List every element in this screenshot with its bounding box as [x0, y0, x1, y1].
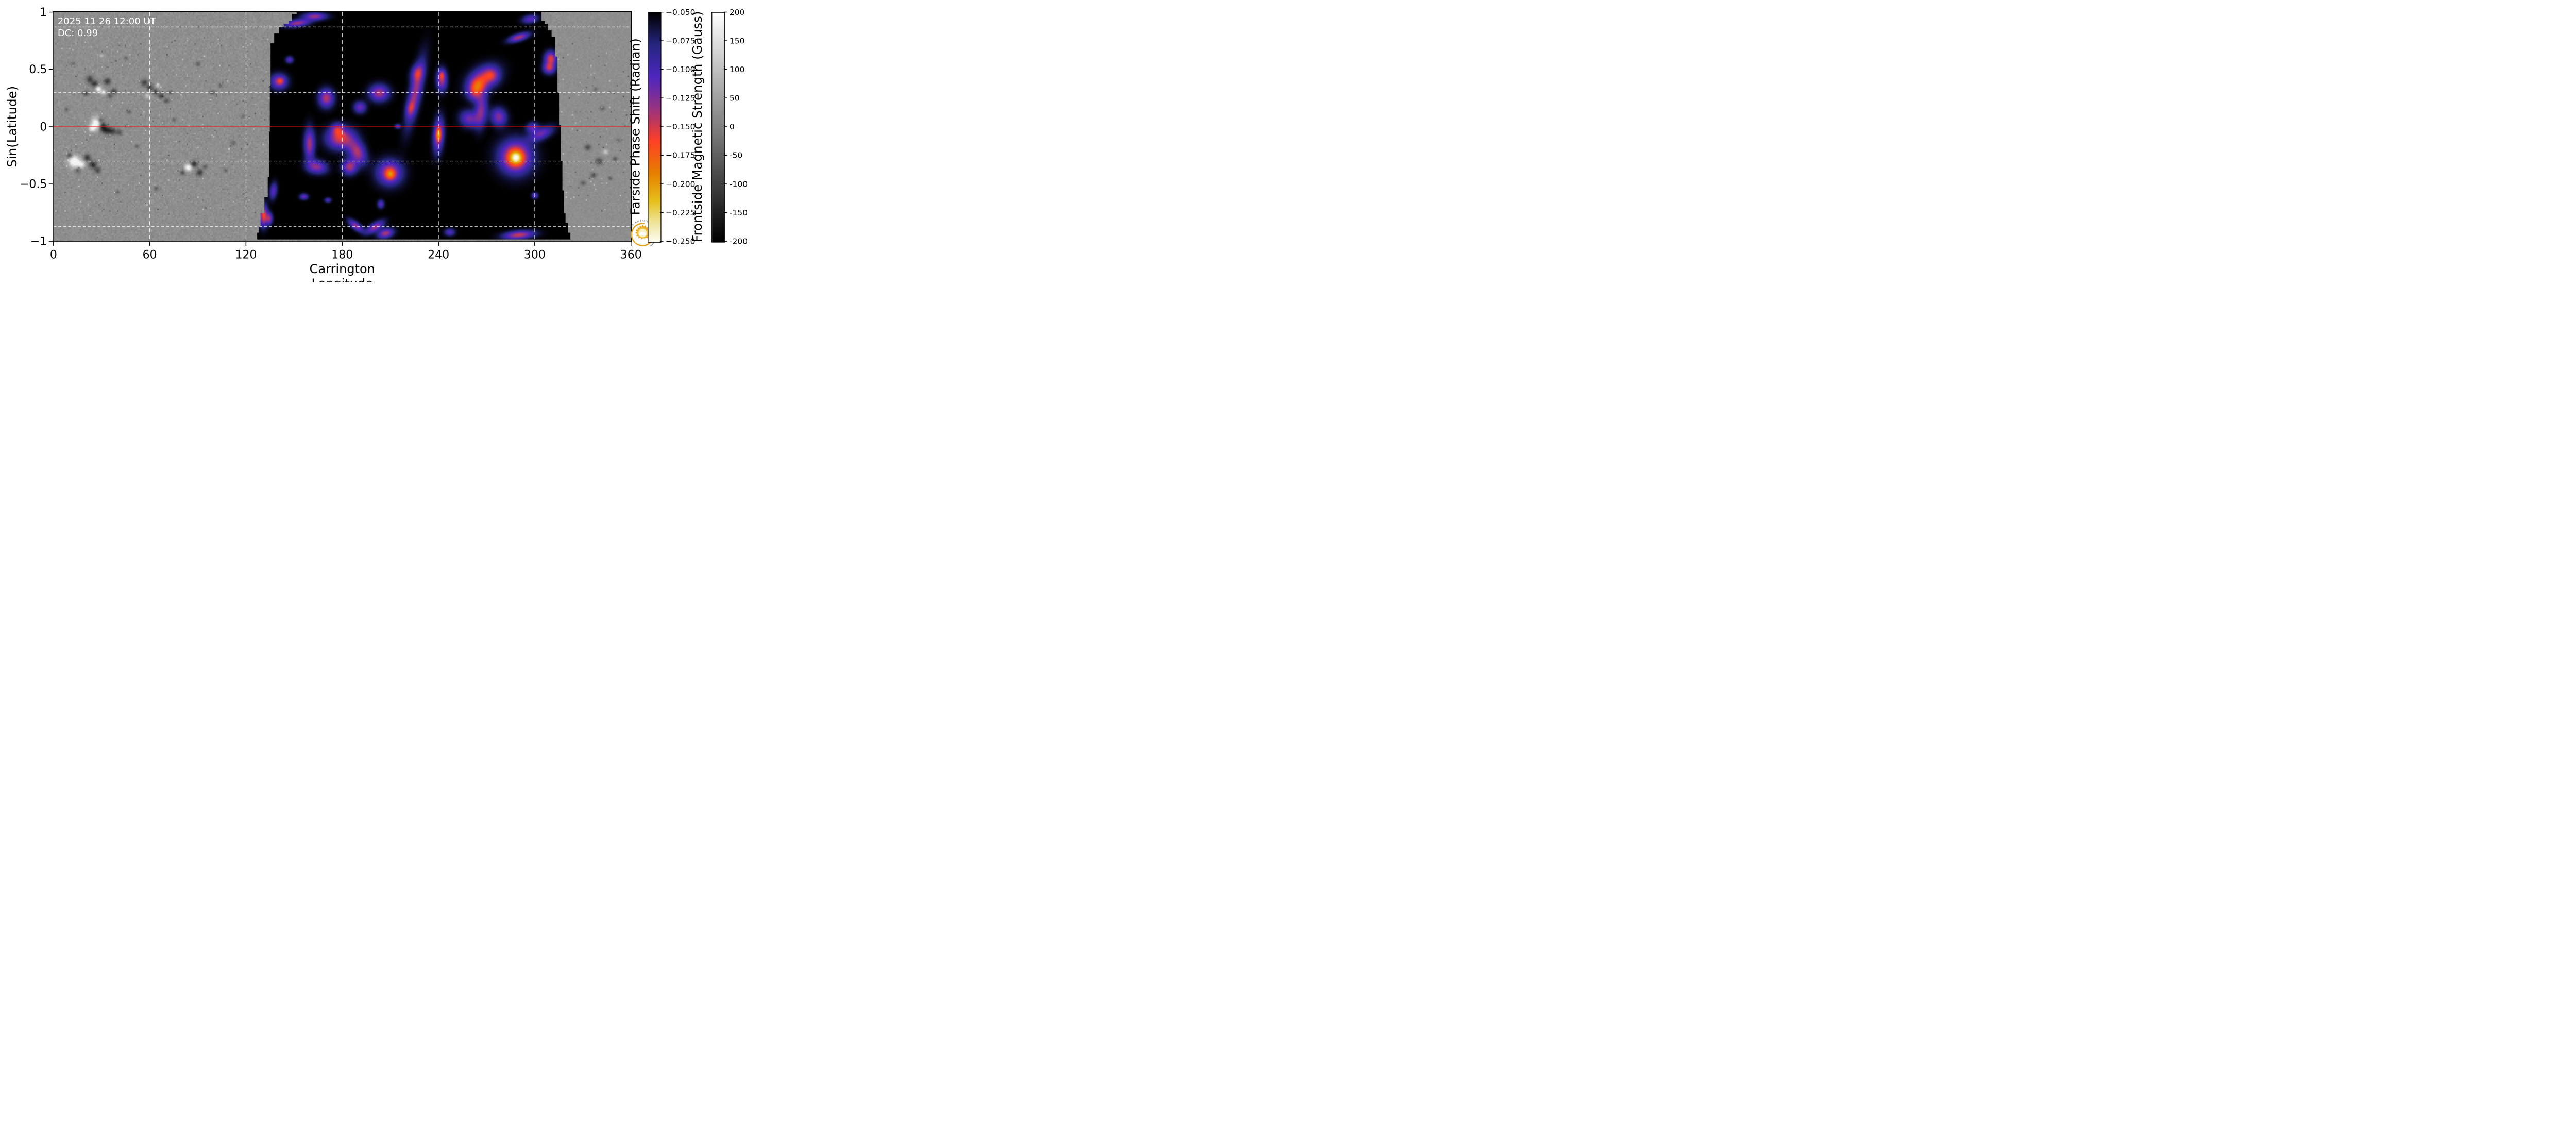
- x-tick-label: 60: [142, 248, 157, 261]
- colorbar-tick-label: 50: [729, 93, 740, 103]
- colorbar-tick-mark: [723, 183, 727, 184]
- colorbar-tick-mark: [723, 212, 727, 213]
- x-tick-mark: [245, 241, 247, 246]
- y-tick-mark: [48, 241, 54, 242]
- colorbar-tick-mark: [660, 40, 664, 41]
- annotation-date: 2025 11 26 12:00 UT: [57, 15, 156, 27]
- x-tick-label: 0: [49, 248, 57, 261]
- colorbar-tick-mark: [660, 155, 664, 156]
- colorbar-gauss: [711, 12, 725, 243]
- colorbar-tick-mark: [660, 183, 664, 184]
- x-tick-label: 180: [331, 248, 353, 261]
- colorbar-tick-mark: [660, 97, 664, 98]
- colorbar-tick-label: -150: [729, 208, 748, 217]
- colorbar-tick-mark: [660, 212, 664, 213]
- colorbar-tick-mark: [723, 40, 727, 41]
- logo-dome: [639, 232, 647, 236]
- x-tick-mark: [342, 241, 343, 246]
- colorbar-tick-label: −0.250: [666, 236, 696, 246]
- y-tick-mark: [48, 126, 54, 127]
- y-tick-mark: [48, 183, 54, 184]
- figure-stage: 2025 11 26 12:00 UT DC: 0.99 NISP NSO INT…: [0, 0, 754, 282]
- x-tick-label: 240: [428, 248, 450, 261]
- y-tick-label: 0: [40, 120, 47, 133]
- map-annotation: 2025 11 26 12:00 UT DC: 0.99: [58, 15, 156, 39]
- colorbar-tick-mark: [660, 241, 664, 242]
- x-tick-label: 360: [620, 248, 642, 261]
- colorbar-tick-label: −0.075: [666, 36, 696, 46]
- colorbar-tick-mark: [723, 97, 727, 98]
- logo-text: NISP: [635, 237, 651, 244]
- colorbar-tick-mark: [660, 69, 664, 70]
- x-tick-label: 120: [235, 248, 257, 261]
- plot-area: 2025 11 26 12:00 UT DC: 0.99 NISP NSO INT…: [53, 11, 657, 247]
- colorbar-tick-mark: [723, 126, 727, 127]
- map-canvas: [53, 12, 631, 242]
- logo-sun: [635, 224, 651, 240]
- x-tick-mark: [149, 241, 150, 246]
- x-tick-mark: [630, 241, 632, 246]
- colorbar-phase-title: Farside Phase Shift (Radian): [628, 38, 643, 215]
- x-tick-label: 300: [523, 248, 546, 261]
- y-tick-label: 1: [40, 5, 47, 19]
- colorbar-phase: [648, 12, 662, 243]
- colorbar-tick-label: −0.200: [666, 179, 696, 189]
- y-tick-mark: [48, 11, 54, 13]
- x-tick-mark: [534, 241, 535, 246]
- colorbar-tick-label: −0.150: [666, 122, 696, 131]
- colorbar-tick-label: 0: [729, 122, 735, 131]
- colorbar-tick-mark: [660, 11, 664, 13]
- colorbar-tick-label: −0.175: [666, 150, 696, 160]
- colorbar-tick-label: -200: [729, 236, 748, 246]
- colorbar-tick-label: 100: [729, 64, 745, 74]
- colorbar-tick-mark: [723, 241, 727, 242]
- x-tick-mark: [438, 241, 439, 246]
- colorbar-tick-label: −0.225: [666, 208, 696, 217]
- y-tick-mark: [48, 69, 54, 70]
- colorbar-tick-mark: [660, 126, 664, 127]
- colorbar-tick-label: −0.100: [666, 64, 696, 74]
- colorbar-tick-label: 150: [729, 36, 745, 46]
- x-tick-mark: [53, 241, 54, 246]
- colorbar-tick-mark: [723, 155, 727, 156]
- colorbar-tick-label: 200: [729, 7, 745, 17]
- y-tick-label: −0.5: [19, 177, 47, 191]
- colorbar-tick-label: -50: [729, 150, 743, 160]
- figure: 2025 11 26 12:00 UT DC: 0.99 NISP NSO INT…: [0, 0, 754, 282]
- y-tick-label: −1: [30, 234, 47, 248]
- colorbar-tick-mark: [723, 69, 727, 70]
- x-axis-title: Carrington Longitude: [309, 261, 375, 282]
- colorbar-tick-label: -100: [729, 179, 748, 189]
- colorbar-tick-label: −0.050: [666, 7, 696, 17]
- colorbar-tick-mark: [723, 11, 727, 13]
- annotation-dc: DC: 0.99: [57, 27, 98, 39]
- y-tick-label: 0.5: [29, 62, 47, 76]
- colorbar-tick-label: −0.125: [666, 93, 696, 103]
